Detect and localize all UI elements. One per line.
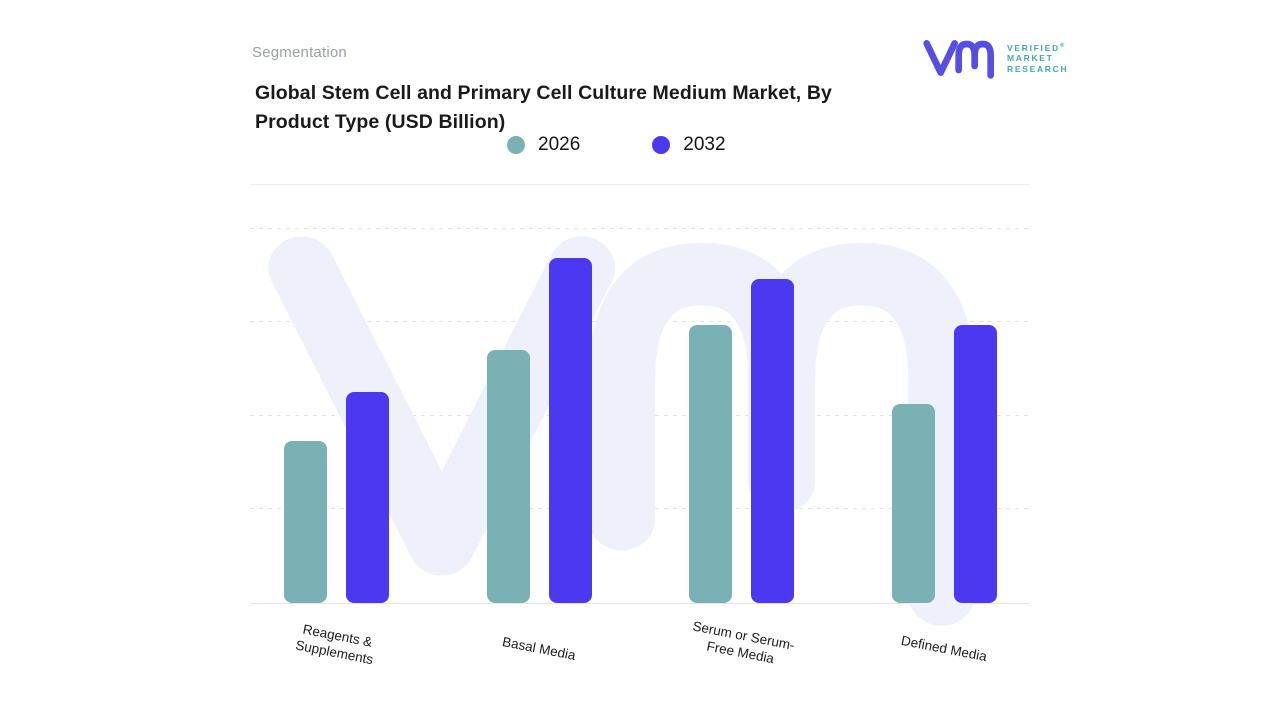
section-eyebrow: Segmentation xyxy=(252,44,347,61)
chart-title-line-2: Product Type (USD Billion) xyxy=(255,111,506,133)
registered-trademark: ® xyxy=(1059,42,1065,49)
chart-title: Global Stem Cell and Primary Cell Cultur… xyxy=(255,79,832,137)
bar-2026-category-1 xyxy=(486,350,530,603)
chart-legend: 2026 2032 xyxy=(507,134,726,156)
legend-swatch-2032 xyxy=(652,136,671,154)
legend-swatch-2026 xyxy=(507,136,525,154)
bar-2032-category-0 xyxy=(345,392,389,603)
bar-2026-category-0 xyxy=(283,441,327,603)
bar-2026-category-2 xyxy=(689,325,732,603)
legend-label-2032: 2032 xyxy=(683,134,726,155)
vmr-logo: VERIFIED® MARKET RESEARCH xyxy=(920,32,1068,84)
gridline xyxy=(250,228,1030,229)
x-axis-label: Serum or Serum- Free Media xyxy=(690,618,796,667)
vmr-logo-text-line-1: VERIFIED® xyxy=(1007,42,1065,53)
bar-2032-category-1 xyxy=(548,258,592,603)
x-axis-label: Reagents & Supplements xyxy=(294,621,375,668)
legend-label-2026: 2026 xyxy=(538,134,581,155)
legend-item-2032: 2032 xyxy=(652,134,726,156)
chart-title-line-1: Global Stem Cell and Primary Cell Cultur… xyxy=(255,82,832,104)
vmr-logo-text: VERIFIED® MARKET RESEARCH xyxy=(1007,41,1068,76)
vmr-logo-text-line-2: MARKET xyxy=(1007,53,1054,64)
vmr-logo-text-line-3: RESEARCH xyxy=(1007,64,1069,75)
bar-2032-category-2 xyxy=(751,279,794,603)
x-axis-label: Defined Media xyxy=(899,632,989,665)
vmr-monogram-icon xyxy=(923,39,994,79)
x-axis-label: Basal Media xyxy=(501,634,577,663)
bar-2026-category-3 xyxy=(891,404,935,603)
legend-item-2026: 2026 xyxy=(507,134,580,156)
x-axis-baseline xyxy=(250,603,1030,604)
header-separator-line xyxy=(250,184,1030,185)
bar-2032-category-3 xyxy=(953,325,997,603)
